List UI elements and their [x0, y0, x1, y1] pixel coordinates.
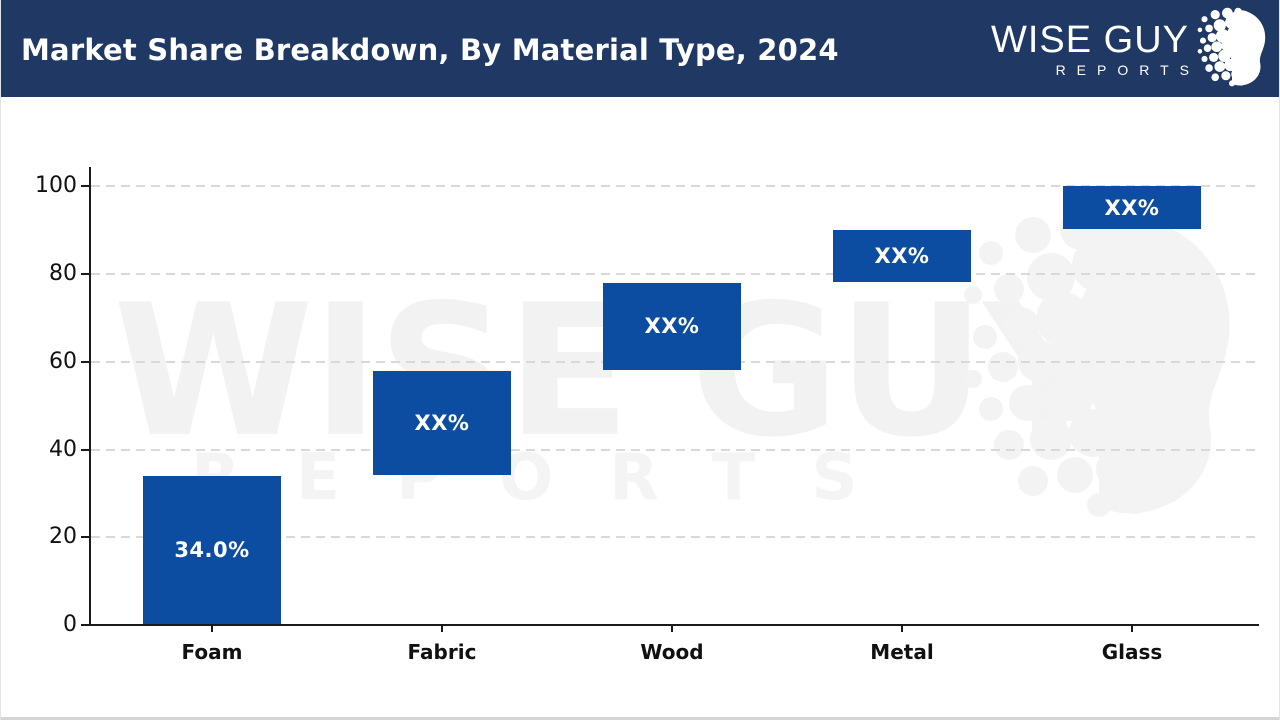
x-tick-metal	[901, 626, 903, 632]
bar-value-label: XX%	[1104, 195, 1160, 220]
y-tick-80	[81, 273, 89, 275]
y-tick-0	[81, 624, 89, 626]
bar-fabric: XX%	[373, 370, 511, 475]
bar-value-label: 34.0%	[174, 537, 250, 562]
watermark-subtext: REPORTS	[191, 441, 914, 515]
x-tick-wood	[671, 626, 673, 632]
gridline-20	[91, 536, 1257, 539]
logo-head-icon	[1197, 7, 1266, 87]
y-tick-60	[81, 360, 89, 363]
x-tick-glass	[1131, 626, 1133, 632]
y-tick-100	[81, 185, 89, 188]
bar-wood: XX%	[603, 282, 741, 370]
bar-value-label: XX%	[644, 314, 700, 339]
bar-foam: 34.0%	[143, 475, 281, 624]
header-band: Market Share Breakdown, By Material Type…	[1, 0, 1279, 97]
y-tick-label: 60	[49, 348, 77, 374]
x-category-label: Wood	[640, 640, 704, 664]
bar-value-label: XX%	[874, 243, 930, 268]
y-tick-label: 80	[49, 261, 77, 286]
y-tick-40	[81, 448, 89, 451]
gridline-40	[91, 448, 1257, 451]
y-tick-20	[81, 536, 89, 539]
x-category-label: Fabric	[407, 640, 477, 664]
x-category-label: Glass	[1101, 640, 1163, 664]
y-tick-label: 40	[49, 436, 77, 462]
y-axis-line	[89, 167, 91, 626]
bottom-border	[1, 717, 1279, 720]
y-tick-label: 20	[49, 524, 77, 550]
watermark-head-icon	[964, 208, 1230, 517]
wiseguy-logo: WISE GUY REPORTS	[991, 6, 1271, 92]
chart-title: Market Share Breakdown, By Material Type…	[21, 33, 839, 67]
logo-subtext: REPORTS	[1055, 61, 1200, 78]
x-category-label: Foam	[181, 640, 243, 664]
bar-glass: XX%	[1063, 186, 1201, 230]
gridline-100	[91, 185, 1257, 188]
y-tick-label: 0	[63, 612, 77, 637]
bar-metal: XX%	[833, 230, 971, 282]
x-axis-line	[89, 624, 1259, 626]
x-tick-fabric	[441, 626, 443, 632]
gridline-80	[91, 273, 1257, 275]
x-tick-foam	[211, 626, 213, 632]
bar-value-label: XX%	[414, 410, 470, 435]
x-category-label: Metal	[870, 640, 934, 664]
logo-wordmark: WISE GUY	[990, 18, 1189, 61]
y-tick-label: 100	[35, 173, 77, 199]
